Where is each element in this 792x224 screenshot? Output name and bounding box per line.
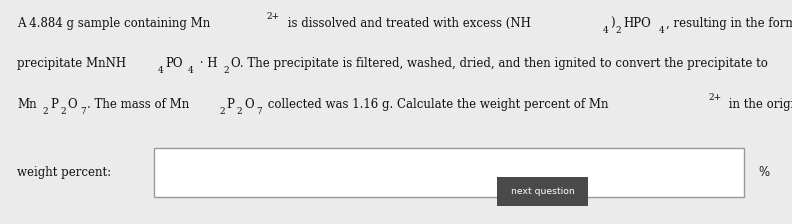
- Text: · H: · H: [196, 57, 217, 70]
- Text: 2+: 2+: [708, 93, 722, 102]
- Text: P: P: [50, 97, 58, 110]
- Text: collected was 1.16 g. Calculate the weight percent of Mn: collected was 1.16 g. Calculate the weig…: [264, 97, 608, 110]
- Text: ): ): [610, 17, 615, 30]
- Text: 2+: 2+: [267, 12, 280, 21]
- Text: 2: 2: [219, 107, 225, 116]
- Text: PO: PO: [166, 57, 183, 70]
- Text: 2: 2: [615, 26, 621, 35]
- Text: in the original sample.: in the original sample.: [725, 97, 792, 110]
- Text: P: P: [227, 97, 234, 110]
- Text: 2: 2: [237, 107, 242, 116]
- Text: 4: 4: [659, 26, 664, 35]
- Text: 7: 7: [80, 107, 86, 116]
- Text: HPO: HPO: [623, 17, 651, 30]
- Text: precipitate MnNH: precipitate MnNH: [17, 57, 127, 70]
- Text: 4: 4: [158, 67, 164, 75]
- FancyBboxPatch shape: [154, 148, 744, 197]
- Text: %: %: [759, 166, 770, 179]
- Text: 4: 4: [602, 26, 608, 35]
- Text: O. The precipitate is filtered, washed, dried, and then ignited to convert the p: O. The precipitate is filtered, washed, …: [230, 57, 767, 70]
- Text: 2: 2: [223, 67, 229, 75]
- Text: next question: next question: [511, 187, 574, 196]
- Text: weight percent:: weight percent:: [17, 166, 112, 179]
- FancyBboxPatch shape: [497, 177, 588, 206]
- Text: 2: 2: [60, 107, 66, 116]
- Text: 4: 4: [188, 67, 194, 75]
- Text: is dissolved and treated with excess (NH: is dissolved and treated with excess (NH: [284, 17, 531, 30]
- Text: . The mass of Mn: . The mass of Mn: [87, 97, 189, 110]
- Text: O: O: [67, 97, 77, 110]
- Text: O: O: [244, 97, 253, 110]
- Text: 2: 2: [43, 107, 48, 116]
- Text: 7: 7: [257, 107, 262, 116]
- Text: A 4.884 g sample containing Mn: A 4.884 g sample containing Mn: [17, 17, 211, 30]
- Text: , resulting in the formation of the: , resulting in the formation of the: [666, 17, 792, 30]
- Text: Mn: Mn: [17, 97, 37, 110]
